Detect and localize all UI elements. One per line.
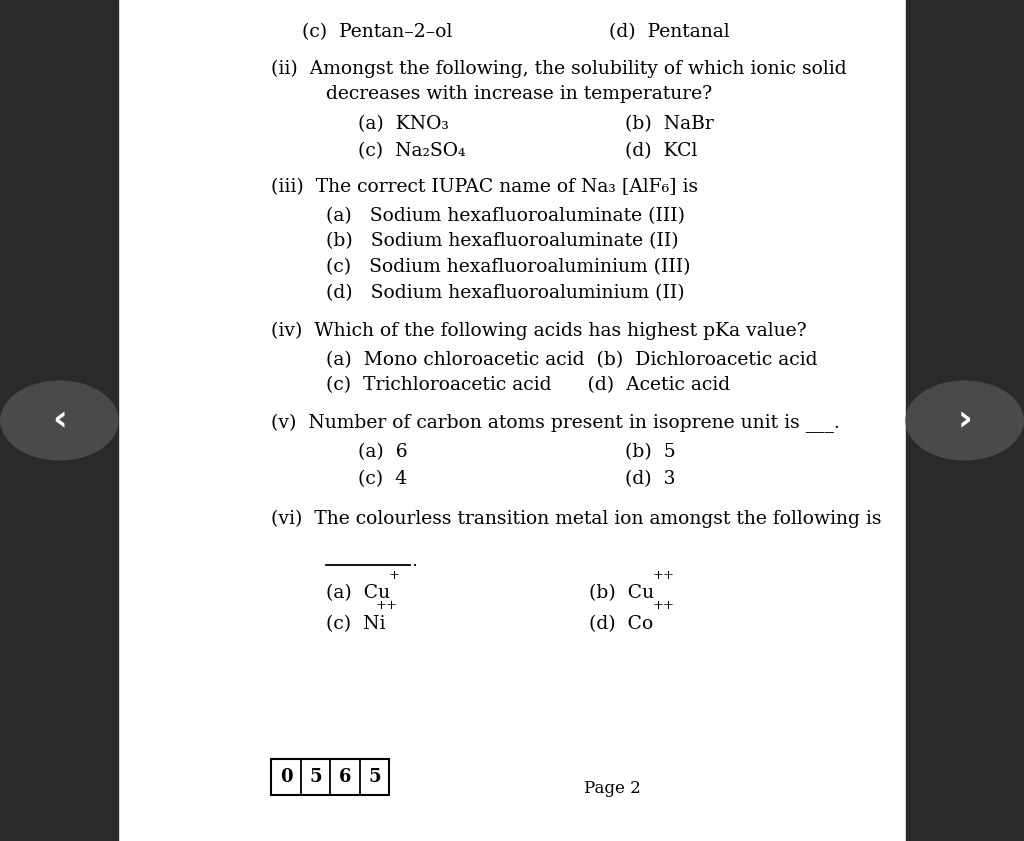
Text: (a)  Mono chloroacetic acid  (b)  Dichloroacetic acid: (a) Mono chloroacetic acid (b) Dichloroa… xyxy=(326,351,817,369)
Text: (b)  5: (b) 5 xyxy=(625,443,676,462)
Text: (iii)  The correct IUPAC name of Na₃ [AlF₆] is: (iii) The correct IUPAC name of Na₃ [AlF… xyxy=(271,178,698,197)
Text: (b)   Sodium hexafluoroaluminate (II): (b) Sodium hexafluoroaluminate (II) xyxy=(326,232,678,251)
Text: decreases with increase in temperature?: decreases with increase in temperature? xyxy=(326,85,712,103)
Text: 5: 5 xyxy=(368,768,381,786)
Text: (d)  Co: (d) Co xyxy=(589,615,653,633)
Text: 0: 0 xyxy=(280,768,293,786)
Text: (v)  Number of carbon atoms present in isoprene unit is ___.: (v) Number of carbon atoms present in is… xyxy=(271,414,840,432)
Text: ›: › xyxy=(957,404,972,437)
Text: (d)  KCl: (d) KCl xyxy=(625,142,697,161)
Text: ‹: ‹ xyxy=(52,404,67,437)
Text: 6: 6 xyxy=(339,768,351,786)
Text: (b)  NaBr: (b) NaBr xyxy=(625,114,714,133)
Text: (a)  KNO₃: (a) KNO₃ xyxy=(358,114,450,133)
Text: (vi)  The colourless transition metal ion amongst the following is: (vi) The colourless transition metal ion… xyxy=(271,510,882,528)
Text: ++: ++ xyxy=(376,600,397,612)
Text: (c)  Pentan–2–ol: (c) Pentan–2–ol xyxy=(302,23,453,41)
Bar xyxy=(0,0,118,841)
Text: 5: 5 xyxy=(309,768,322,786)
Text: Page 2: Page 2 xyxy=(584,780,640,797)
Text: (d)  3: (d) 3 xyxy=(625,470,675,489)
Text: (iv)  Which of the following acids has highest pKa value?: (iv) Which of the following acids has hi… xyxy=(271,321,807,340)
Text: +: + xyxy=(389,569,400,582)
Text: (c)  Ni: (c) Ni xyxy=(326,615,385,633)
Text: (a)  Cu: (a) Cu xyxy=(326,584,390,602)
Text: ++: ++ xyxy=(652,569,674,582)
Ellipse shape xyxy=(1,381,118,460)
Text: (c)  4: (c) 4 xyxy=(358,470,408,489)
Bar xyxy=(271,759,389,795)
Text: .: . xyxy=(412,553,418,570)
Text: (a)   Sodium hexafluoroaluminate (III): (a) Sodium hexafluoroaluminate (III) xyxy=(326,207,685,225)
Text: (a)  6: (a) 6 xyxy=(358,443,408,462)
Text: (d)   Sodium hexafluoroaluminium (II): (d) Sodium hexafluoroaluminium (II) xyxy=(326,283,684,302)
Text: (c)  Na₂SO₄: (c) Na₂SO₄ xyxy=(358,142,466,161)
Text: (b)  Cu: (b) Cu xyxy=(589,584,654,602)
Text: ++: ++ xyxy=(652,600,674,612)
Text: (ii)  Amongst the following, the solubility of which ionic solid: (ii) Amongst the following, the solubili… xyxy=(271,60,847,78)
Text: (c)   Sodium hexafluoroaluminium (III): (c) Sodium hexafluoroaluminium (III) xyxy=(326,257,690,276)
Bar xyxy=(906,0,1024,841)
Ellipse shape xyxy=(906,381,1023,460)
Text: (d)  Pentanal: (d) Pentanal xyxy=(609,23,730,41)
Text: (c)  Trichloroacetic acid      (d)  Acetic acid: (c) Trichloroacetic acid (d) Acetic acid xyxy=(326,376,730,394)
